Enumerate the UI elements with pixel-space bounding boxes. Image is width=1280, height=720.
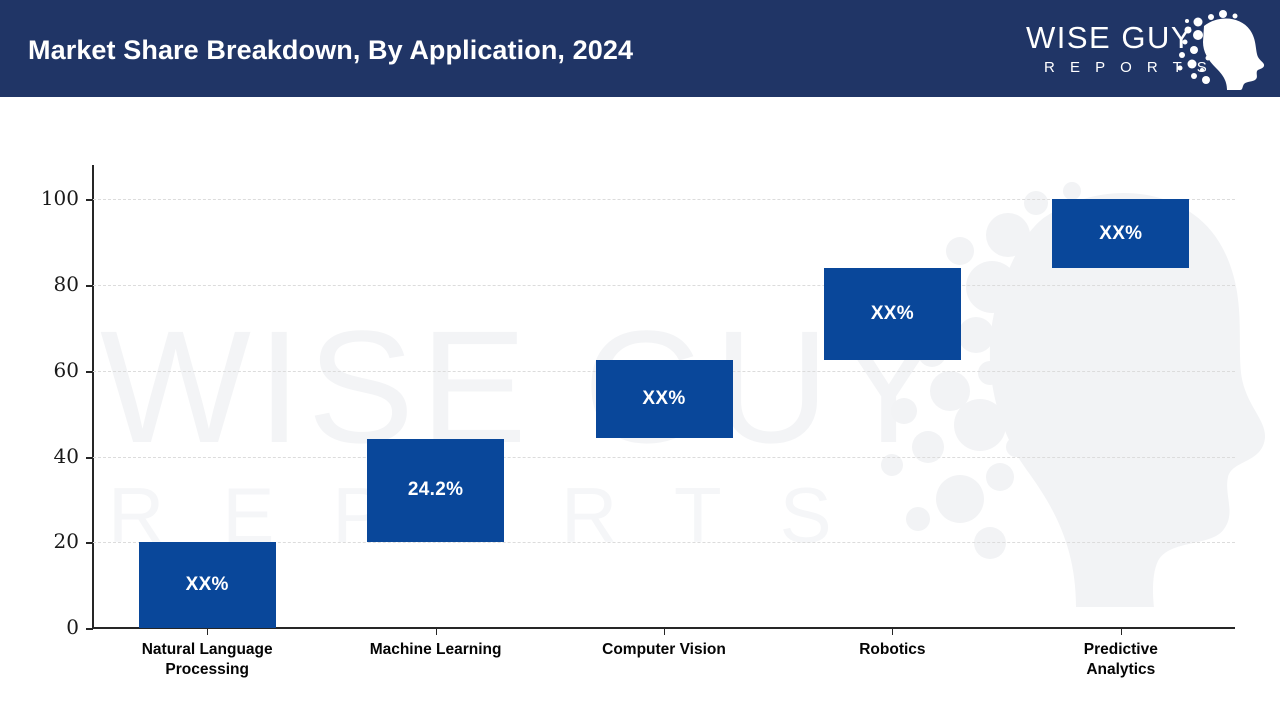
y-axis-tick-label: 40 [53,443,79,468]
x-axis-category-label: Predictive Analytics [1083,641,1158,678]
y-tick-mark [86,199,93,202]
logo-wordmark-line2: R E P O R T S [1044,59,1212,76]
x-axis-category-label: Computer Vision [602,641,726,658]
bar-value-label: XX% [642,388,686,410]
bar-value-label: XX% [1099,222,1143,244]
header-band: Market Share Breakdown, By Application, … [0,0,1280,97]
x-axis-category-label: Machine Learning [369,641,502,658]
bar-2[interactable]: 24.2% [367,438,505,543]
y-axis-tick-label: 80 [53,272,79,297]
x-axis-category-label: Natural Language Processing [141,641,273,678]
y-axis-tick-label: 100 [40,186,79,211]
bar-5[interactable]: XX% [1052,199,1190,268]
gridline [93,542,1235,544]
gridline [93,456,1235,458]
y-tick-mark [86,456,93,459]
logo-head-icon [1177,10,1265,90]
x-axis-category-label: Robotics [859,641,926,658]
bar-1[interactable]: XX% [138,542,276,628]
bar-3[interactable]: XX% [595,360,733,439]
gridline [93,199,1235,201]
page-title: Market Share Breakdown, By Application, … [28,35,634,65]
y-axis-tick-label: 20 [53,529,79,554]
bar-value-label: 24.2% [407,479,464,501]
x-tick-mark [435,628,437,635]
y-tick-mark [86,370,93,373]
y-tick-mark [86,542,93,545]
y-axis-tick-label: 0 [66,615,79,639]
x-tick-mark [207,628,209,635]
bar-value-label: XX% [185,574,229,596]
wise-guy-reports-logo-svg: WISE GUY R E P O R T S [1026,10,1265,90]
brand-logo: WISE GUY R E P O R T S [1022,8,1272,90]
x-tick-mark [892,628,894,635]
y-axis-tick-label: 60 [53,357,79,382]
x-tick-mark [664,628,665,635]
gridline [93,285,1235,287]
y-tick-mark [86,628,93,630]
bar-4[interactable]: XX% [823,267,961,361]
y-tick-mark [86,285,93,288]
x-tick-mark [1120,628,1122,635]
x-axis-line [92,627,1235,629]
bar-value-label: XX% [870,302,914,324]
logo-wordmark-line1: WISE GUY [1026,20,1193,55]
y-axis-line [92,165,94,628]
